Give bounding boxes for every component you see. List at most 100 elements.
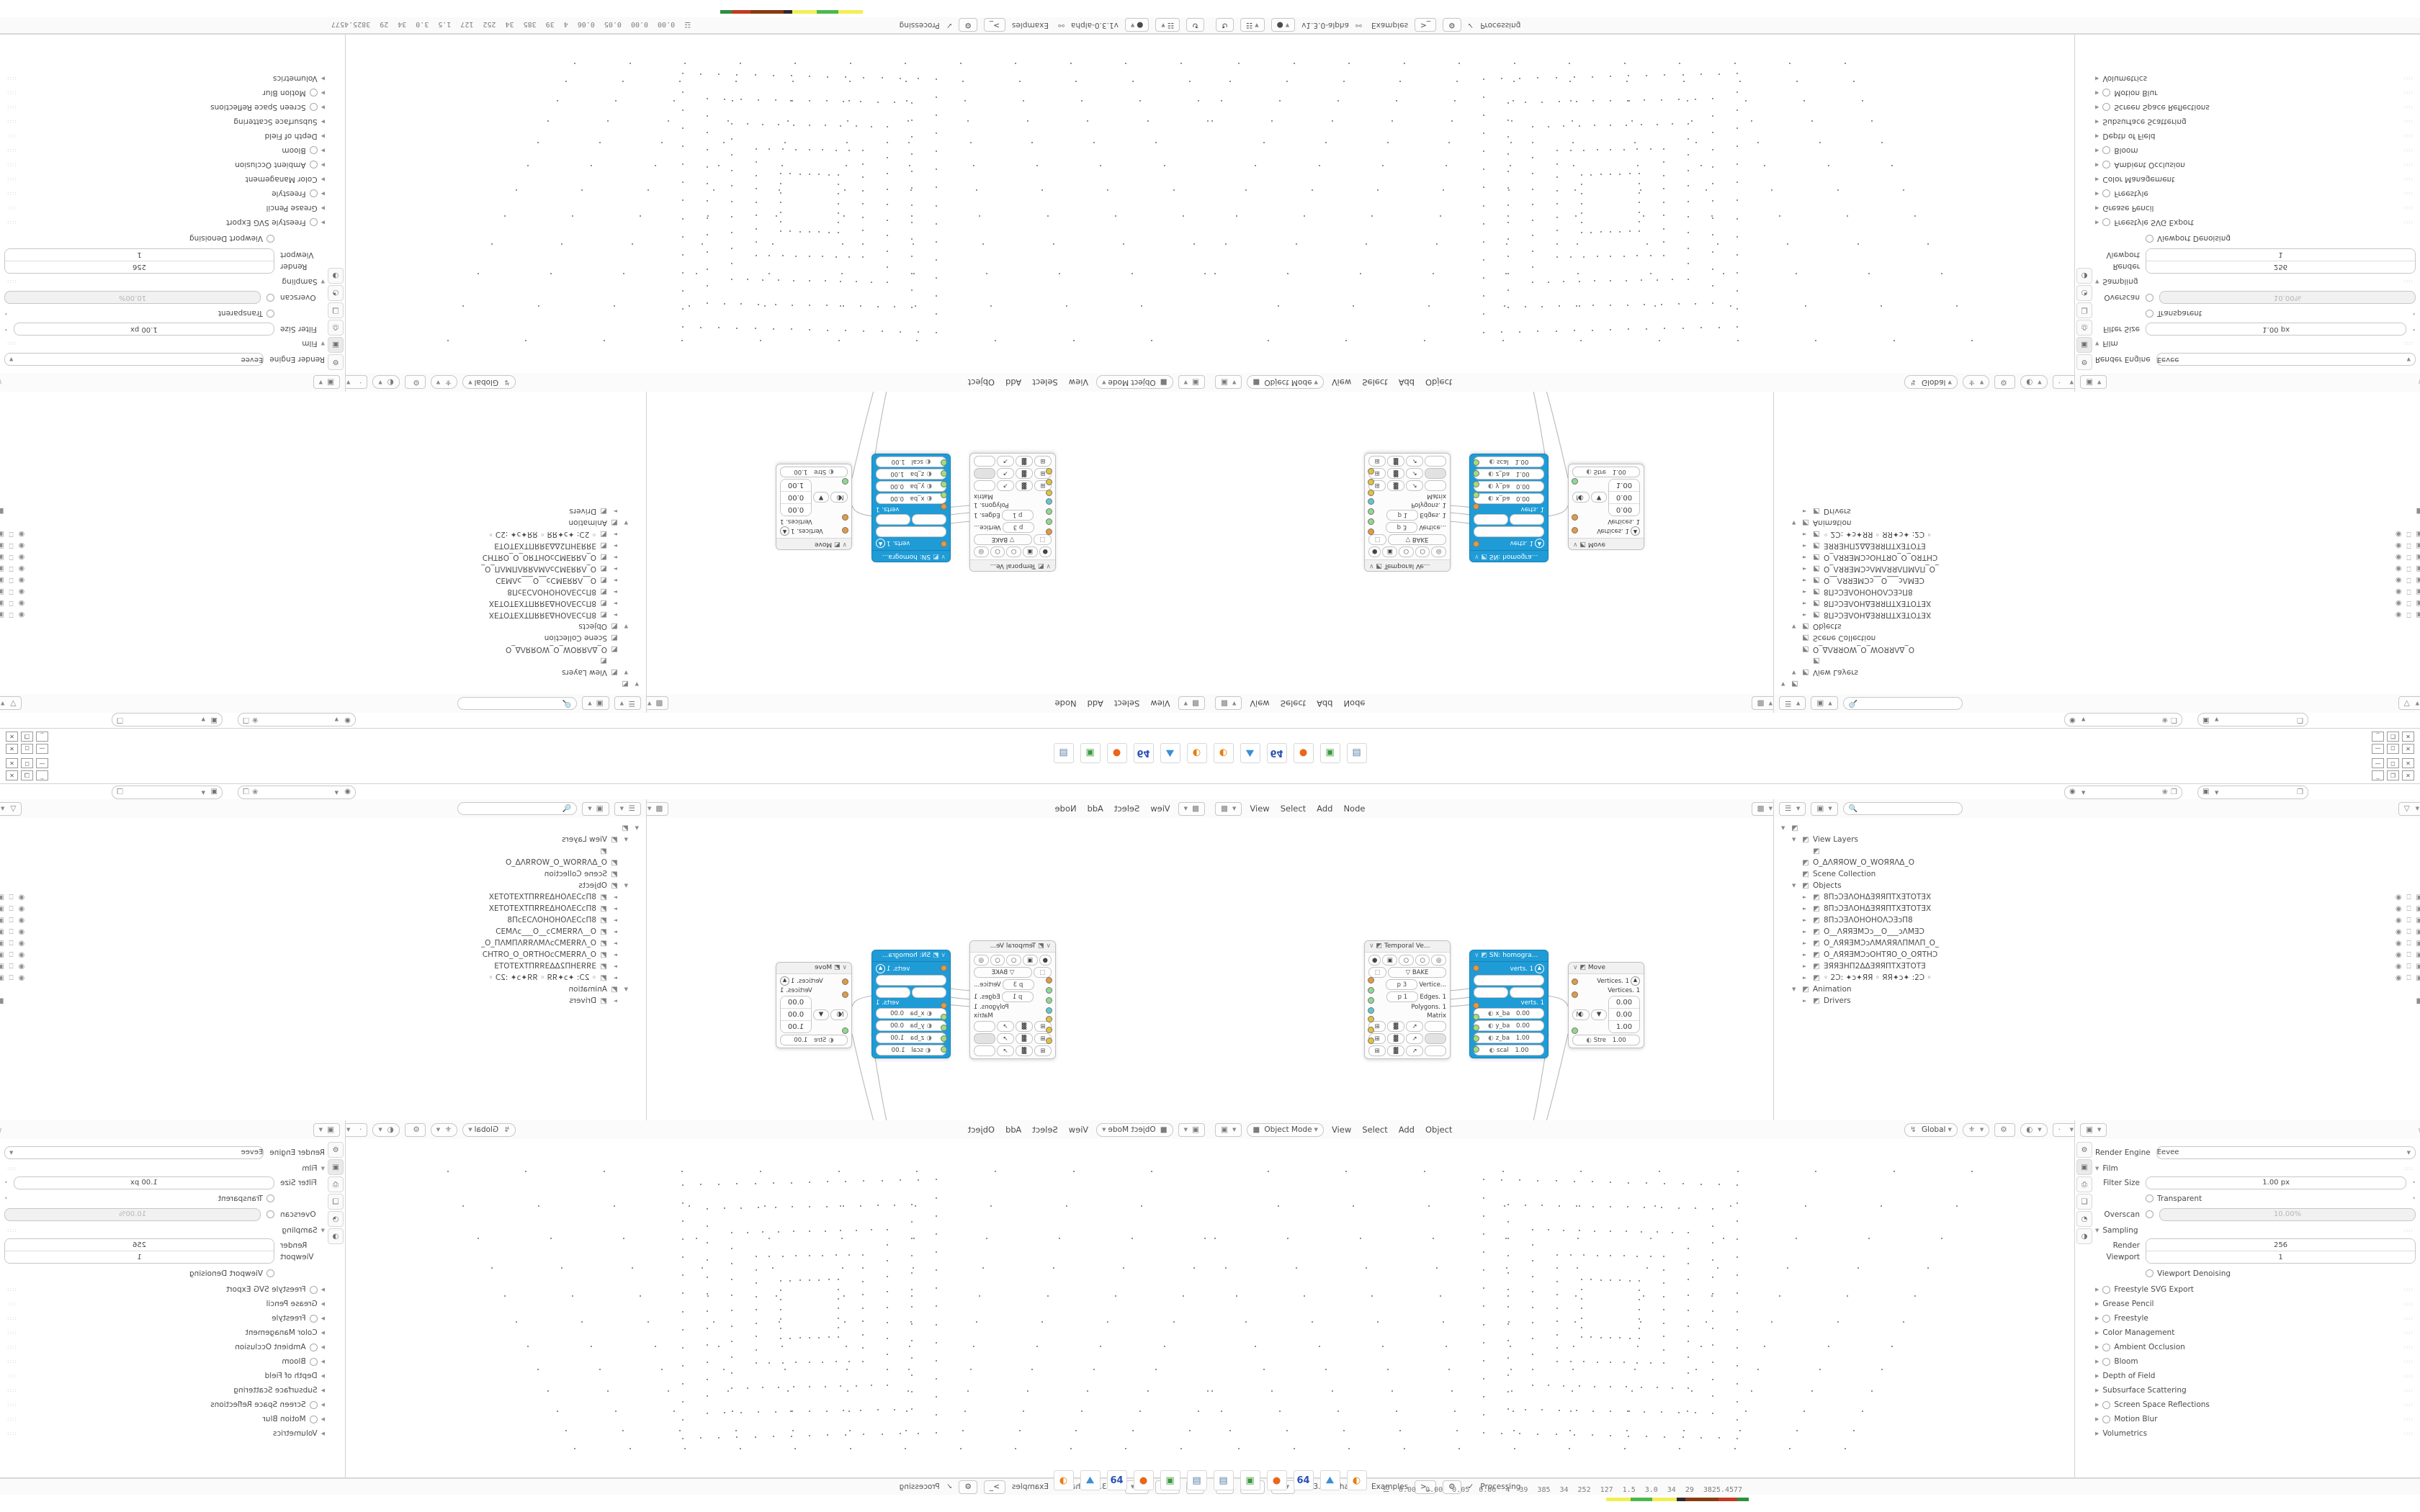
outliner-row[interactable]: ▼ ◩ View Layers [0, 667, 639, 678]
viewlayer-datablock-field[interactable]: ▣ ▼ ❐ [112, 786, 223, 799]
reload-button[interactable]: Reload [1474, 987, 1508, 998]
checkbox[interactable] [309, 1314, 318, 1323]
properties-header[interactable]: ▣▼ ❀ [0, 1120, 345, 1140]
expand-triangle[interactable]: ► [1803, 963, 1807, 969]
object-mode-selector[interactable]: ■ Object Mode ▼ [1096, 375, 1173, 390]
script-param-x_ba[interactable]: ◐ x_ba 0.00 [876, 493, 946, 504]
vector-component-0[interactable]: 0.00 [781, 504, 811, 516]
expand-triangle[interactable]: ► [1803, 917, 1807, 923]
node-socket[interactable] [842, 478, 848, 485]
expand-triangle[interactable]: ▼ [1792, 883, 1796, 888]
outliner-header[interactable]: ☰ ▼ ▣ ▼ 🔍 ▽ ▼ [0, 799, 646, 819]
node-socket[interactable] [1368, 977, 1374, 984]
viewport-header[interactable]: ▣ ▼ ■ Object Mode ▼ View Select Add Object… [336, 1120, 1210, 1140]
proportional-edit-toggle[interactable]: ◐ ▼ [372, 1122, 400, 1137]
render-engine-select[interactable]: Eevee ▼ [4, 353, 264, 366]
outliner-row[interactable]: ►◩◦ 2Ɔ: ✦ɔ✦ЯЯ ◦ ЯЯ✦ɔ✦ :2Ɔ ◦◉⎕▣ [1781, 972, 2420, 984]
properties-tab-output[interactable]: ⎙ [328, 1176, 344, 1192]
clear-button[interactable]: Clear [876, 987, 910, 998]
restore-button-2[interactable]: ❐ [21, 770, 33, 780]
properties-collapsed-section[interactable]: ▶ Screen Space Reflections:::: [6, 1400, 325, 1409]
vector-component-1[interactable]: M 0.00 [1576, 1008, 1639, 1020]
properties-collapsed-section[interactable]: ▶ Grease Pencil:::: [2095, 204, 2414, 212]
node-temporal-viewer[interactable]: ∨ ◩ Temporal Ve... ● ▣ ○ ○ ◎ ⬚ ▽ BAKE p 3 Vertice… [1364, 453, 1451, 572]
color-field[interactable] [974, 468, 995, 479]
properties-collapsed-section[interactable]: ▶ Volumetrics:::: [2095, 1429, 2414, 1438]
properties-tab-output[interactable]: ⎙ [2076, 320, 2092, 336]
node-socket[interactable] [941, 503, 947, 510]
properties-collapsed-section[interactable]: ▶ Depth of Field:::: [6, 132, 325, 140]
properties-collapsed-section[interactable]: ▶ Freestyle:::: [2095, 1314, 2414, 1323]
expand-triangle[interactable]: ▼ [1781, 825, 1785, 831]
snap-target[interactable]: ⚙ [1994, 1122, 2016, 1137]
status-rotate-icon[interactable]: ↻ [1216, 18, 1234, 32]
expand-triangle[interactable]: ▼ [1792, 624, 1796, 629]
viewlayer-datablock-field[interactable]: ▣ ▼ ❐ [2197, 713, 2308, 726]
checkbox[interactable] [309, 218, 318, 227]
outliner-display-mode[interactable]: ▣ ▼ [582, 696, 609, 711]
clear-button[interactable]: Clear [876, 514, 910, 525]
properties-collapsed-section[interactable]: ▶ Subsurface Scattering:::: [6, 1386, 325, 1395]
bake-extra-button[interactable]: ⬚ [1034, 967, 1052, 978]
outliner-row[interactable]: ►◩O_ΛЯЯƎMƆɔOHTЯO_O_OЯTHƆ◉⎕▣ [1781, 949, 2420, 960]
camera-toggle-icon[interactable]: ▣ [2416, 893, 2420, 901]
outliner-row[interactable]: ►◩8ΠɔƆƎΛΟHΔƎЯЯΠTXƎTOTƎX◉⎕▣ [0, 609, 639, 621]
checkbox[interactable] [266, 294, 274, 302]
properties-collapsed-section[interactable]: ▶ Screen Space Reflections:::: [2095, 103, 2414, 112]
properties-row[interactable]: Render Viewport 256 1 [2095, 1238, 2416, 1264]
camera-toggle-icon[interactable]: ▣ [0, 928, 4, 936]
restore-button-2[interactable]: ❐ [21, 732, 33, 742]
viewport-3d[interactable] [346, 1139, 1210, 1477]
properties-tab-view-layer[interactable]: ❑ [2076, 302, 2092, 318]
color-field[interactable] [1425, 456, 1446, 467]
update-button[interactable]: ↺ ◐ ↻ Update... [1474, 975, 1544, 986]
taskbar-item-screenshot[interactable]: ▤ [1213, 1470, 1234, 1490]
checkbox[interactable] [309, 103, 318, 112]
curve-toggle[interactable]: ↗ [1406, 456, 1423, 467]
clear-button[interactable]: Clear [1510, 987, 1544, 998]
properties-row[interactable]: Filter Size 1.00 px • [2095, 323, 2416, 336]
eye-toggle-icon[interactable]: ◉ [18, 564, 25, 573]
layer-toggle[interactable]: ⊞ [1034, 456, 1052, 467]
box-toggle-icon[interactable]: ■ [2416, 996, 2420, 1005]
node-move-node[interactable]: ∨ ◩ Move Vertices. 1 ▲ Vertices. 1 ◐ ▼ 0.00 M 0.… [1568, 962, 1644, 1048]
expand-triangle[interactable]: ► [613, 917, 617, 923]
outliner-row[interactable]: ►◩ƎЯЯƎHΠ2ΔΔƎЯЯΠTXƎTOTƎ◉⎕▣ [0, 960, 639, 972]
expand-triangle[interactable]: ► [613, 998, 617, 1004]
properties-row[interactable]: Overscan 10.00% [2095, 1207, 2416, 1221]
overscan-input[interactable]: 10.00% [2159, 291, 2416, 305]
checkbox[interactable] [2102, 103, 2111, 112]
taskbar-item-image-viewer[interactable]: ⛰ [1080, 1470, 1101, 1490]
outliner-row[interactable]: ▼ ◩ [0, 678, 639, 690]
expand-triangle[interactable]: ► [1803, 894, 1807, 900]
node-socket[interactable] [1572, 514, 1578, 521]
sampling-value[interactable]: 256 [5, 261, 274, 273]
outliner-row[interactable]: ►◩O_ΛЯЯƎMƆɔΛMΛЯЯΛΠMΛΠ_O_◉⎕▣ [0, 563, 639, 575]
properties-row[interactable]: Transparent • [4, 307, 325, 320]
camera-toggle-icon[interactable]: ▣ [2416, 962, 2420, 971]
properties-tab-world[interactable]: ◑ [328, 1228, 344, 1244]
outliner-row[interactable]: ►◩O__ΛЯЯƎMƆɔ__O___ɔΛMƎƆ◉⎕▣ [0, 575, 639, 586]
outliner-row[interactable]: ▼ ◩ [1781, 678, 2420, 690]
properties-tab-strip[interactable]: ⚙ ▣ ⎙ ❑ ◔ ◑ [2076, 1142, 2092, 1244]
checkbox[interactable] [266, 1210, 274, 1218]
node-title[interactable]: ∨ ◩ Move [776, 538, 851, 549]
copy-icon[interactable]: ❐ [2171, 788, 2177, 796]
expand-triangle[interactable]: ▼ [635, 681, 639, 687]
color-swatch[interactable]: ▓ [1387, 1033, 1404, 1044]
object-mode-selector[interactable]: ■ Object Mode ▼ [1096, 1122, 1173, 1137]
viewer-tool[interactable]: ◎ [974, 955, 989, 966]
screen-toggle-icon[interactable]: ⎕ [9, 973, 14, 982]
node-socket[interactable] [941, 1002, 947, 1009]
script-param-y_ba[interactable]: ◐ y_ba 0.00 [1474, 1020, 1544, 1031]
viewlayer-datablock-field[interactable]: ▣ ▼ ❐ [2197, 786, 2308, 799]
pin-icon[interactable]: ❀ [251, 716, 259, 724]
filter-size-input[interactable]: 1.00 px [2146, 323, 2407, 336]
filter-size-input[interactable]: 1.00 px [13, 323, 274, 336]
taskbar-item-image-viewer[interactable]: ⛰ [1319, 1470, 1340, 1490]
eye-toggle-icon[interactable]: ◉ [18, 950, 25, 959]
camera-toggle-icon[interactable]: ▣ [2416, 973, 2420, 982]
node-socket[interactable] [1046, 997, 1052, 1004]
taskbar-item-firefox[interactable]: ● [1293, 743, 1314, 763]
properties-collapsed-section[interactable]: ▶ Bloom:::: [6, 1357, 325, 1366]
